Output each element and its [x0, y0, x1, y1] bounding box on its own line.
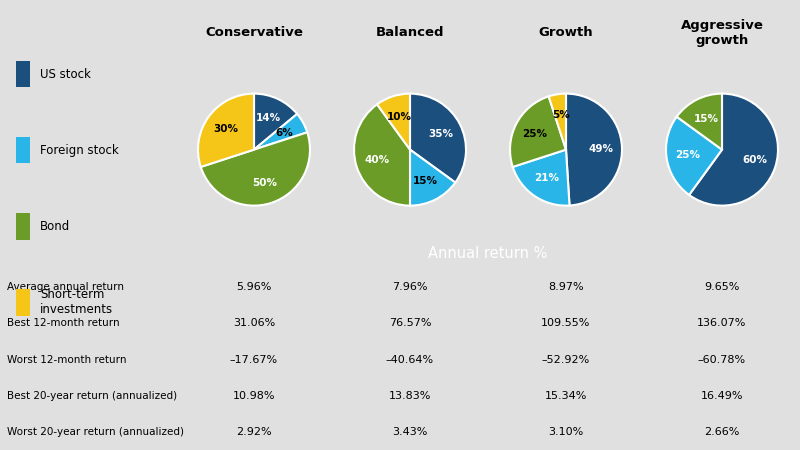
Text: 21%: 21% — [534, 173, 559, 183]
Wedge shape — [410, 149, 455, 206]
Text: 10%: 10% — [386, 112, 412, 122]
Text: 9.65%: 9.65% — [704, 282, 740, 292]
Text: 2.66%: 2.66% — [704, 427, 740, 437]
Text: Best 12-month return: Best 12-month return — [7, 318, 120, 328]
Text: 15%: 15% — [414, 176, 438, 185]
Wedge shape — [510, 96, 566, 167]
FancyBboxPatch shape — [16, 289, 30, 315]
Text: Average annual return: Average annual return — [7, 282, 124, 292]
Text: 5.96%: 5.96% — [236, 282, 272, 292]
Wedge shape — [354, 104, 410, 206]
Text: 15.34%: 15.34% — [545, 391, 587, 401]
Text: –52.92%: –52.92% — [542, 355, 590, 365]
Text: 10.98%: 10.98% — [233, 391, 275, 401]
Text: Bond: Bond — [40, 220, 70, 233]
Text: 49%: 49% — [588, 144, 614, 153]
Text: Balanced: Balanced — [376, 26, 444, 39]
Text: 40%: 40% — [365, 155, 390, 165]
Text: 14%: 14% — [256, 113, 282, 123]
Text: 25%: 25% — [675, 150, 700, 160]
Text: 31.06%: 31.06% — [233, 318, 275, 328]
Text: –40.64%: –40.64% — [386, 355, 434, 365]
FancyBboxPatch shape — [16, 137, 30, 163]
Text: 8.97%: 8.97% — [548, 282, 584, 292]
Text: Conservative: Conservative — [205, 26, 303, 39]
Text: Worst 12-month return: Worst 12-month return — [7, 355, 126, 365]
Text: 5%: 5% — [552, 110, 570, 120]
Text: 15%: 15% — [694, 114, 718, 124]
Wedge shape — [254, 114, 307, 149]
Text: Best 20-year return (annualized): Best 20-year return (annualized) — [7, 391, 177, 401]
Text: 35%: 35% — [429, 129, 454, 139]
Wedge shape — [566, 94, 622, 206]
Wedge shape — [201, 132, 310, 206]
Text: Growth: Growth — [538, 26, 594, 39]
Text: 136.07%: 136.07% — [698, 318, 746, 328]
Wedge shape — [513, 149, 570, 206]
Text: 50%: 50% — [252, 178, 278, 188]
Wedge shape — [677, 94, 722, 149]
Text: Annual return %: Annual return % — [428, 246, 548, 261]
Wedge shape — [549, 94, 566, 149]
Text: 76.57%: 76.57% — [389, 318, 431, 328]
Wedge shape — [377, 94, 410, 149]
Text: 3.43%: 3.43% — [392, 427, 428, 437]
Text: Worst 20-year return (annualized): Worst 20-year return (annualized) — [7, 427, 184, 437]
Text: Aggressive
growth: Aggressive growth — [681, 18, 763, 47]
Wedge shape — [254, 94, 297, 149]
FancyBboxPatch shape — [16, 61, 30, 87]
Text: 109.55%: 109.55% — [542, 318, 590, 328]
Text: –17.67%: –17.67% — [230, 355, 278, 365]
Text: 25%: 25% — [522, 129, 547, 139]
Text: Foreign stock: Foreign stock — [40, 144, 118, 157]
Text: 13.83%: 13.83% — [389, 391, 431, 401]
Wedge shape — [689, 94, 778, 206]
Text: 16.49%: 16.49% — [701, 391, 743, 401]
Text: 7.96%: 7.96% — [392, 282, 428, 292]
Text: 60%: 60% — [742, 155, 767, 165]
Text: US stock: US stock — [40, 68, 91, 81]
Wedge shape — [198, 94, 254, 167]
Text: Short-term
investments: Short-term investments — [40, 288, 113, 316]
Text: –60.78%: –60.78% — [698, 355, 746, 365]
Text: 3.10%: 3.10% — [548, 427, 584, 437]
Text: 2.92%: 2.92% — [236, 427, 272, 437]
Wedge shape — [410, 94, 466, 183]
FancyBboxPatch shape — [16, 213, 30, 239]
Text: 6%: 6% — [275, 128, 294, 138]
Wedge shape — [666, 117, 722, 195]
Text: 30%: 30% — [214, 124, 238, 134]
